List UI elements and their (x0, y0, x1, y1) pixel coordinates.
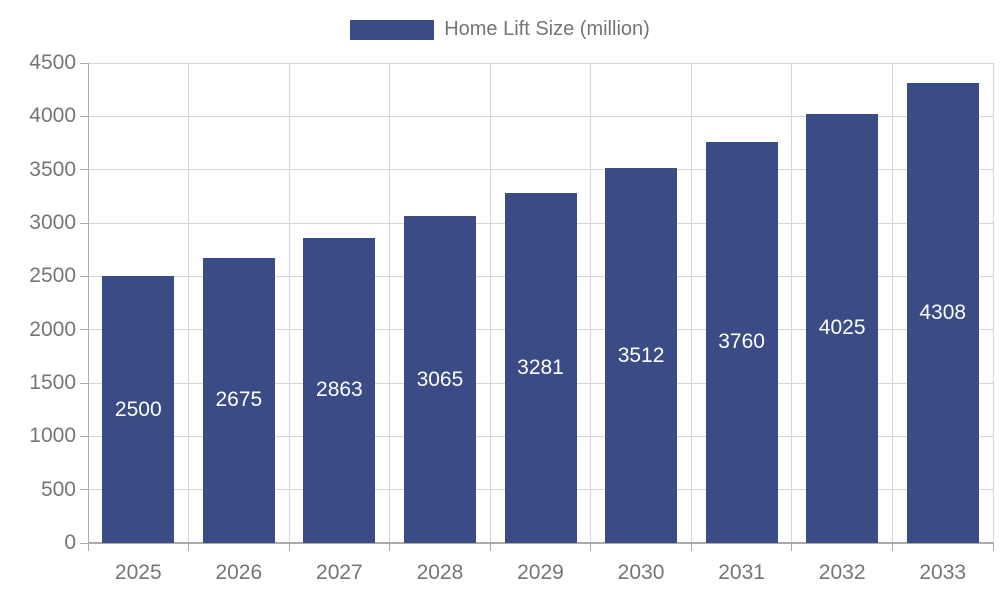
bar-value-label: 2675 (215, 388, 263, 412)
x-axis-tick (891, 543, 893, 551)
bar-value-label: 3065 (416, 367, 464, 391)
bar-value-label: 4308 (919, 301, 967, 325)
x-tick-label: 2028 (416, 561, 464, 584)
y-tick-label: 4500 (29, 51, 76, 74)
x-tick-label: 2025 (114, 561, 162, 584)
bar-value-label: 2863 (316, 378, 363, 402)
gridline-vertical (188, 63, 190, 543)
y-axis-tick (80, 435, 88, 437)
bar (605, 168, 678, 543)
gridline-vertical (891, 63, 893, 543)
bar-value-label: 3281 (517, 356, 564, 379)
y-tick-label: 3500 (29, 157, 76, 181)
x-axis-tick (690, 543, 692, 551)
y-axis-tick (80, 542, 88, 544)
x-axis-tick (590, 543, 592, 551)
bar (303, 237, 376, 543)
x-tick-label: 2029 (517, 561, 564, 584)
x-tick-label: 2033 (919, 561, 967, 584)
legend-item[interactable]: Home Lift Size (million) (0, 18, 1000, 41)
bar-value-label: 2500 (114, 397, 162, 421)
x-axis-tick (791, 543, 793, 551)
y-tick-label: 2500 (29, 264, 76, 288)
x-axis-tick (87, 543, 89, 551)
gridline-vertical (690, 63, 692, 543)
x-tick-label: 2031 (718, 561, 765, 584)
legend-label: Home Lift Size (million) (444, 18, 650, 40)
bar (403, 216, 476, 543)
gridline-vertical (791, 63, 793, 543)
y-tick-label: 1500 (29, 371, 76, 394)
bar (705, 141, 778, 543)
bar (504, 193, 577, 543)
y-axis-tick (80, 222, 88, 224)
legend-swatch (350, 19, 435, 40)
x-axis-tick (288, 543, 290, 551)
bar-value-label: 3760 (718, 330, 765, 354)
gridline-vertical (389, 63, 391, 543)
x-axis-tick (489, 543, 491, 551)
y-tick-label: 3000 (29, 211, 76, 234)
x-tick-label: 2026 (215, 561, 263, 584)
gridline-horizontal (88, 62, 993, 64)
gridline-horizontal (88, 169, 993, 171)
y-tick-label: 2000 (29, 317, 76, 341)
bar-value-label: 4025 (818, 316, 866, 340)
gridline-vertical (992, 63, 994, 543)
y-axis-tick (80, 275, 88, 277)
gridline-vertical (489, 63, 491, 543)
y-tick-label: 4000 (29, 104, 76, 128)
y-axis-tick (80, 382, 88, 384)
x-axis-line (88, 542, 993, 544)
bar (906, 83, 979, 543)
gridline-horizontal (88, 115, 993, 117)
y-axis-line (87, 63, 89, 543)
y-tick-label: 0 (64, 531, 76, 554)
x-axis-tick (992, 543, 994, 551)
x-tick-label: 2027 (316, 561, 363, 584)
y-axis-tick (80, 489, 88, 491)
y-axis-tick (80, 62, 88, 64)
y-axis-tick (80, 169, 88, 171)
bar-value-label: 3512 (617, 343, 665, 367)
y-tick-label: 1000 (29, 424, 76, 448)
x-axis-tick (188, 543, 190, 551)
gridline-vertical (288, 63, 290, 543)
bar (806, 113, 879, 543)
y-axis-tick (80, 115, 88, 117)
bar (202, 257, 275, 543)
y-tick-label: 500 (40, 477, 76, 501)
x-tick-label: 2032 (818, 561, 866, 584)
gridline-vertical (590, 63, 592, 543)
x-tick-label: 2030 (617, 561, 665, 584)
x-axis-tick (389, 543, 391, 551)
y-axis-tick (80, 329, 88, 331)
bar (102, 276, 175, 543)
